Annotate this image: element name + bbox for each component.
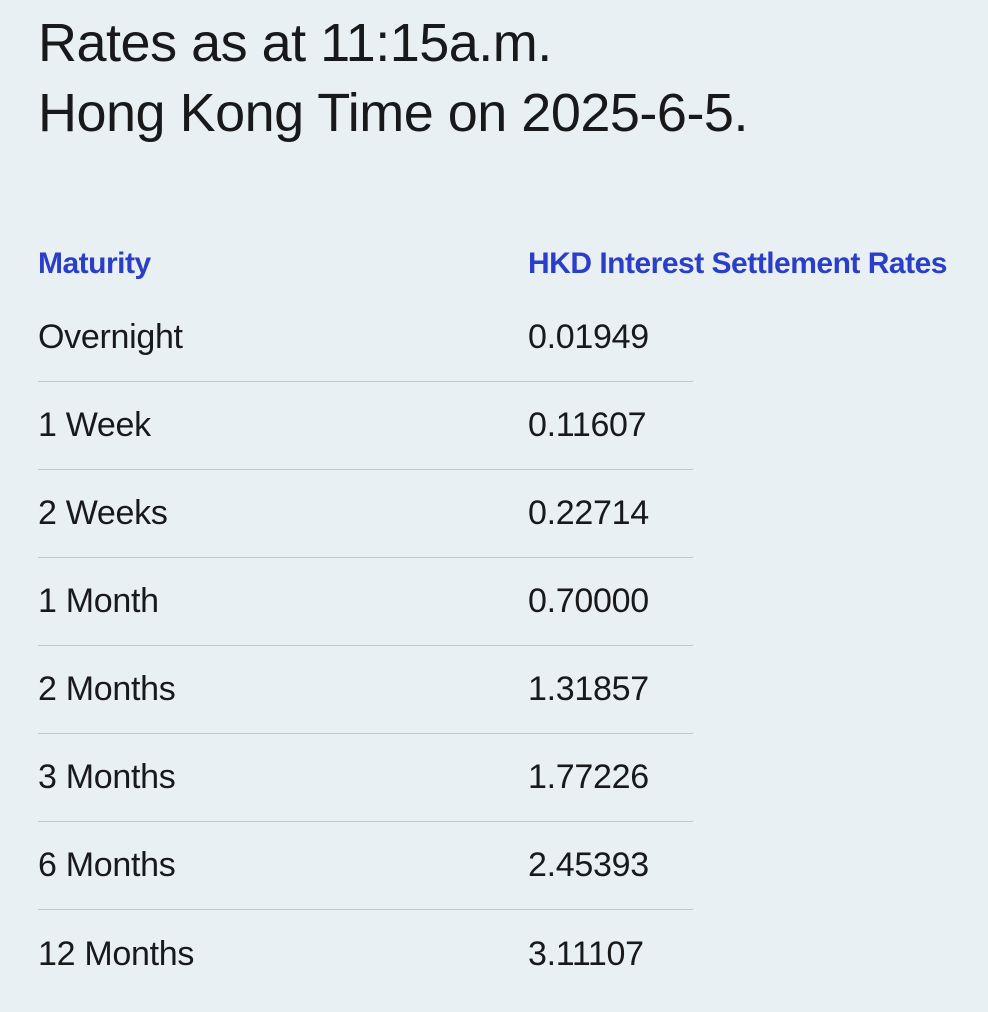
maturity-cell: 1 Week — [38, 406, 151, 444]
rate-cell: 0.11607 — [528, 406, 647, 444]
rate-cell: 0.70000 — [528, 582, 649, 620]
maturity-cell: 3 Months — [38, 758, 176, 796]
table-row: 1 Week 0.11607 — [38, 382, 693, 470]
maturity-cell: 2 Months — [38, 670, 176, 708]
rate-cell: 1.31857 — [528, 670, 649, 708]
column-header-maturity: Maturity — [38, 247, 151, 280]
table-row: 1 Month 0.70000 — [38, 558, 693, 646]
table-row: 3 Months 1.77226 — [38, 734, 693, 822]
column-header-rates: HKD Interest Settlement Rates — [528, 247, 947, 280]
table-row: 2 Months 1.31857 — [38, 646, 693, 734]
table-row: Overnight 0.01949 — [38, 294, 693, 382]
maturity-cell: 1 Month — [38, 582, 159, 620]
rate-cell: 0.22714 — [528, 494, 649, 532]
rate-cell: 3.11107 — [528, 934, 644, 973]
maturity-cell: 12 Months — [38, 934, 195, 973]
maturity-cell: 6 Months — [38, 846, 176, 884]
table-row: 6 Months 2.45393 — [38, 822, 693, 910]
rate-cell: 0.01949 — [528, 318, 649, 356]
table-body: Overnight 0.01949 1 Week 0.11607 2 Weeks… — [38, 294, 968, 998]
maturity-cell: Overnight — [38, 318, 183, 356]
title-line-1: Rates as at 11:15a.m. — [38, 13, 552, 73]
rates-table: Maturity HKD Interest Settlement Rates O… — [38, 246, 968, 998]
table-header-row: Maturity HKD Interest Settlement Rates — [38, 246, 968, 294]
rate-cell: 2.45393 — [528, 846, 649, 884]
title-line-2: Hong Kong Time on 2025-6-5. — [38, 83, 748, 143]
rate-cell: 1.77226 — [528, 758, 649, 796]
maturity-cell: 2 Weeks — [38, 494, 168, 532]
table-row: 12 Months 3.11107 — [38, 910, 693, 998]
page-title: Rates as at 11:15a.m. Hong Kong Time on … — [38, 8, 968, 148]
table-row: 2 Weeks 0.22714 — [38, 470, 693, 558]
